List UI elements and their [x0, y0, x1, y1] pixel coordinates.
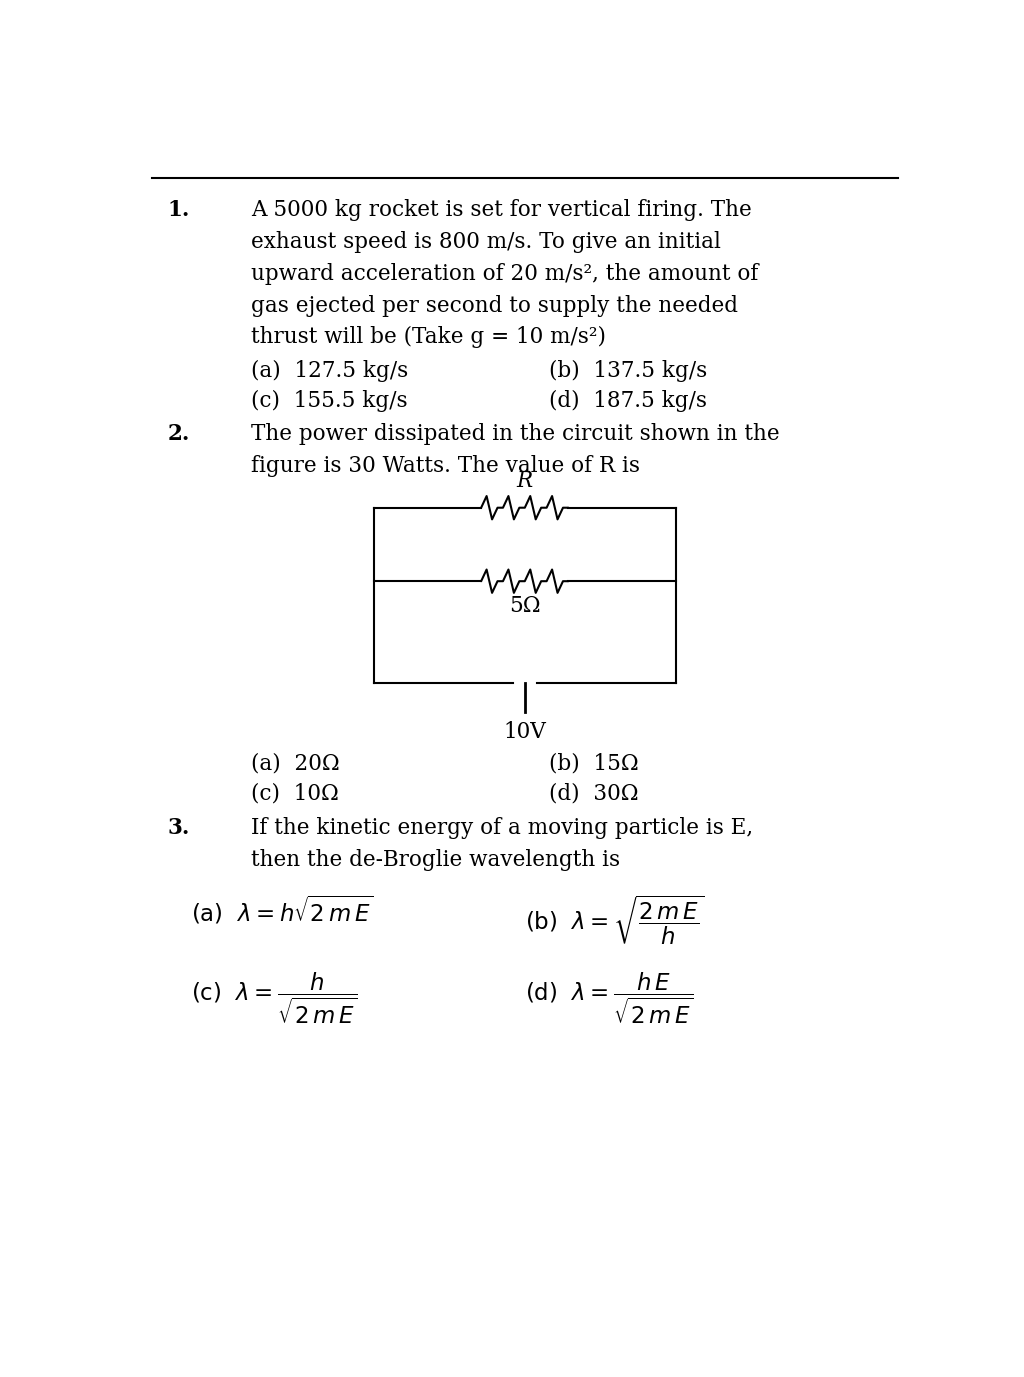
Text: The power dissipated in the circuit shown in the: The power dissipated in the circuit show… — [251, 423, 779, 445]
Text: (c)  $\lambda = \dfrac{h}{\sqrt{2\,m\,E}}$: (c) $\lambda = \dfrac{h}{\sqrt{2\,m\,E}}… — [191, 969, 358, 1026]
Text: (c)  155.5 kg/s: (c) 155.5 kg/s — [251, 390, 408, 412]
Text: upward acceleration of 20 m/s², the amount of: upward acceleration of 20 m/s², the amou… — [251, 263, 759, 285]
Text: exhaust speed is 800 m/s. To give an initial: exhaust speed is 800 m/s. To give an ini… — [251, 231, 721, 253]
Text: (a)  20Ω: (a) 20Ω — [251, 753, 340, 775]
Text: (d)  187.5 kg/s: (d) 187.5 kg/s — [549, 390, 707, 412]
Text: 5Ω: 5Ω — [509, 595, 541, 617]
Text: A 5000 kg rocket is set for vertical firing. The: A 5000 kg rocket is set for vertical fir… — [251, 200, 752, 222]
Text: (d)  30Ω: (d) 30Ω — [549, 782, 638, 804]
Text: 2.: 2. — [168, 423, 190, 445]
Text: (a)  $\lambda = h\sqrt{2\,m\,E}$: (a) $\lambda = h\sqrt{2\,m\,E}$ — [191, 894, 374, 927]
Text: gas ejected per second to supply the needed: gas ejected per second to supply the nee… — [251, 295, 738, 317]
Text: (b)  15Ω: (b) 15Ω — [549, 753, 638, 775]
Text: R: R — [517, 470, 532, 492]
Text: (b)  $\lambda = \sqrt{\dfrac{2\,m\,E}{h}}$: (b) $\lambda = \sqrt{\dfrac{2\,m\,E}{h}}… — [524, 894, 705, 947]
Text: (d)  $\lambda = \dfrac{h\,E}{\sqrt{2\,m\,E}}$: (d) $\lambda = \dfrac{h\,E}{\sqrt{2\,m\,… — [524, 969, 693, 1026]
Text: (b)  137.5 kg/s: (b) 137.5 kg/s — [549, 361, 707, 383]
Text: If the kinetic energy of a moving particle is E,: If the kinetic energy of a moving partic… — [251, 818, 753, 840]
Text: 3.: 3. — [168, 818, 190, 840]
Text: figure is 30 Watts. The value of R is: figure is 30 Watts. The value of R is — [251, 454, 640, 476]
Text: then the de-Broglie wavelength is: then the de-Broglie wavelength is — [251, 850, 621, 872]
Text: 10V: 10V — [504, 720, 546, 742]
Text: 1.: 1. — [168, 200, 190, 222]
Text: (a)  127.5 kg/s: (a) 127.5 kg/s — [251, 361, 409, 383]
Text: thrust will be (Take g = 10 m/s²): thrust will be (Take g = 10 m/s²) — [251, 326, 606, 348]
Text: (c)  10Ω: (c) 10Ω — [251, 782, 339, 804]
